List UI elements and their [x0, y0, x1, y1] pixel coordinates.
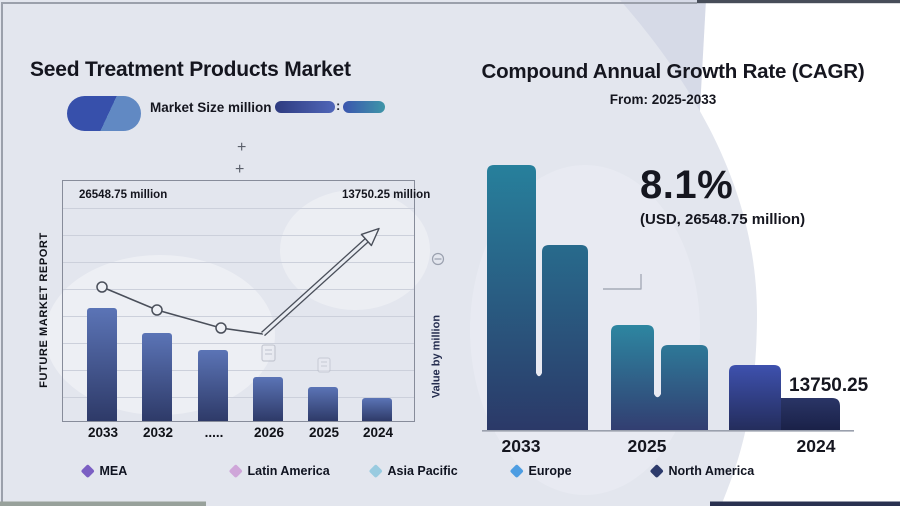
left-axis-label: FUTURE MARKET REPORT: [38, 232, 50, 388]
plus-mark-icon: +: [237, 139, 247, 156]
bar-2032: [142, 333, 172, 421]
start-value-label: 26548.75 million: [79, 189, 168, 201]
x-label-2026: 2026: [253, 425, 285, 440]
page-title: Seed Treatment Products Market: [30, 58, 351, 81]
ratio-pill-teal-icon: [343, 101, 385, 113]
gridline: [63, 235, 414, 236]
legend-item-europe: Europe: [510, 464, 572, 478]
x-label-2024: 2024: [362, 425, 394, 440]
gridline: [63, 289, 414, 290]
callout-line: [603, 274, 642, 290]
gridline: [63, 208, 414, 209]
legend-label: North America: [668, 464, 755, 478]
x-label-2025: 2025: [308, 425, 340, 440]
x-label-2033: 2033: [87, 425, 119, 440]
legend-item-asia-pacific: Asia Pacific: [369, 464, 458, 478]
ratio-colon: :: [336, 98, 341, 113]
cagr-detail: (USD, 26548.75 million): [640, 211, 806, 228]
right-axis-label: Value by million: [430, 314, 443, 399]
rx-label-2033: 2033: [501, 436, 541, 456]
bar-group-2025: [611, 325, 708, 430]
mea-diamond-icon: [81, 464, 95, 478]
bar-2024: [362, 398, 392, 421]
bar-2024-a: [729, 365, 781, 430]
legend-label: Europe: [528, 464, 572, 478]
legend-item-latin-america: Latin America: [229, 464, 330, 478]
plus-mark-icon: +: [235, 161, 245, 178]
data-label-13750: 13750.25: [789, 375, 869, 396]
legend-item-north-america: North America: [650, 464, 755, 478]
latin-america-diamond-icon: [229, 464, 243, 478]
rx-label-2024: 2024: [796, 436, 836, 456]
gridline: [63, 262, 414, 263]
bar-2024-b: [781, 398, 840, 430]
bar-2033: [87, 308, 117, 421]
cagr-title: Compound Annual Growth Rate (CAGR): [481, 60, 865, 83]
legend-label: MEA: [99, 464, 128, 478]
north-america-diamond-icon: [650, 464, 664, 478]
bar-2026: [253, 377, 283, 421]
bar-ellipsis: [198, 350, 228, 421]
cagr-value: 8.1%: [640, 163, 734, 207]
end-value-label: 13750.25 million: [342, 189, 431, 201]
legend-item-mea: MEA: [81, 464, 128, 478]
asia-pacific-diamond-icon: [369, 464, 383, 478]
europe-diamond-icon: [510, 464, 524, 478]
cagr-subtitle: From: 2025-2033: [609, 92, 717, 107]
market-size-legend-label: Market Size million: [150, 100, 272, 115]
legend-label: Latin America: [247, 464, 330, 478]
market-size-pill-icon: [67, 96, 141, 131]
x-label-ellipsis: .....: [204, 425, 224, 440]
bar-2025: [308, 387, 338, 421]
ratio-pill-dark-icon: [275, 101, 335, 113]
minus-circle-icon: [431, 252, 445, 266]
bar-group-2033: [487, 165, 588, 430]
x-label-2032: 2032: [142, 425, 174, 440]
legend-label: Asia Pacific: [387, 464, 458, 478]
rx-label-2025: 2025: [627, 436, 667, 456]
